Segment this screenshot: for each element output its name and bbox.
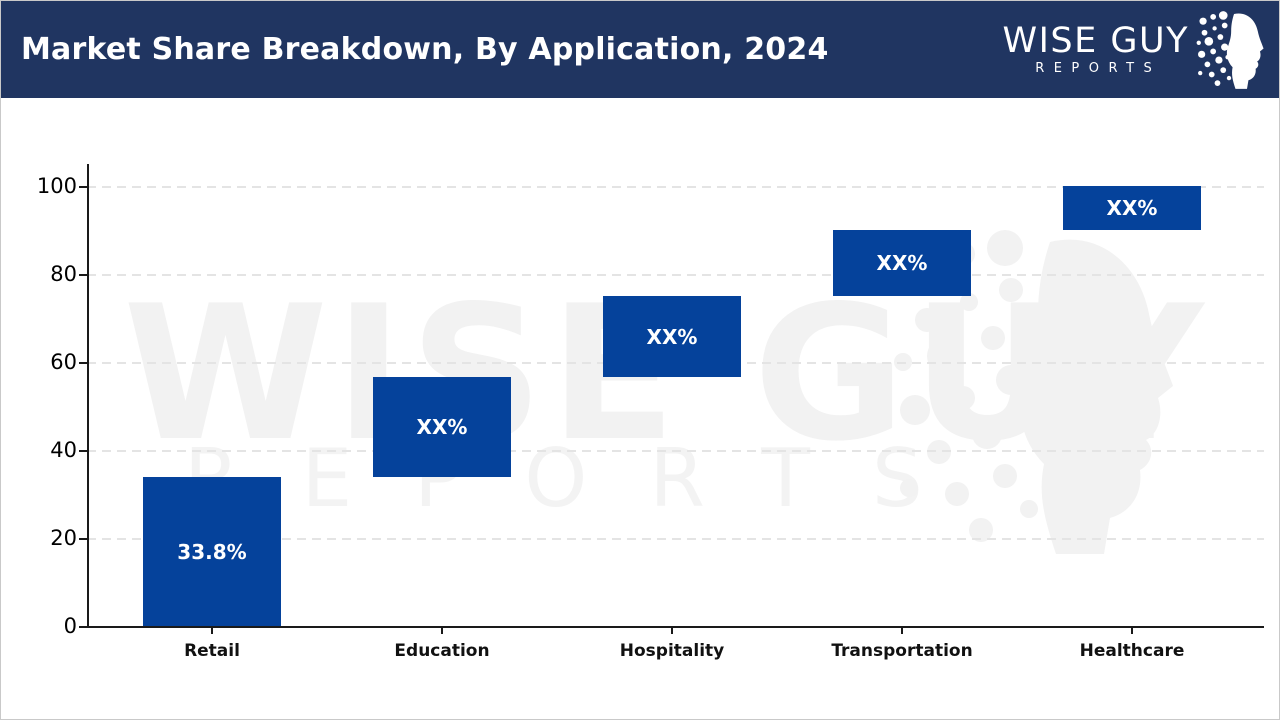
bar-education: XX% <box>373 377 511 478</box>
x-axis-line <box>87 626 1264 628</box>
bar-healthcare: XX% <box>1063 186 1201 230</box>
y-axis-line <box>87 164 89 628</box>
gridline <box>87 450 1264 452</box>
bar-value-label: XX% <box>1106 196 1158 220</box>
bar-value-label: XX% <box>876 251 928 275</box>
x-category-label: Education <box>394 641 490 661</box>
wiseguy-logo: WISE GUY REPORTS <box>1002 9 1265 91</box>
x-tick-mark <box>901 628 903 634</box>
y-tick-mark <box>79 274 87 276</box>
logo-subtitle: REPORTS <box>1035 60 1162 76</box>
x-category-label: Hospitality <box>619 641 725 661</box>
gridline <box>87 186 1264 188</box>
bar-value-label: 33.8% <box>177 539 247 564</box>
y-tick-label: 40 <box>50 438 77 462</box>
bar-value-label: XX% <box>416 415 468 440</box>
x-tick-mark <box>211 628 213 634</box>
bar-value-label: XX% <box>646 324 698 349</box>
y-tick-mark <box>79 450 87 452</box>
gridline <box>87 538 1264 540</box>
gridline <box>87 274 1264 276</box>
x-category-label: Retail <box>184 641 240 661</box>
bar-retail: 33.8% <box>143 477 281 626</box>
y-tick-label: 0 <box>63 614 77 638</box>
bar-transportation: XX% <box>833 230 971 296</box>
logo-text: WISE GUY REPORTS <box>1002 23 1189 76</box>
y-tick-label: 80 <box>50 262 77 286</box>
y-tick-mark <box>79 626 87 628</box>
logo-wordmark: WISE GUY <box>1002 21 1189 62</box>
y-tick-mark <box>79 186 87 188</box>
x-tick-mark <box>441 628 443 634</box>
x-tick-mark <box>671 628 673 634</box>
y-tick-mark <box>79 538 87 540</box>
y-tick-label: 60 <box>50 350 77 374</box>
header: Market Share Breakdown, By Application, … <box>1 1 1279 98</box>
bar-hospitality: XX% <box>603 296 741 378</box>
page-title: Market Share Breakdown, By Application, … <box>21 32 829 67</box>
x-category-label: Transportation <box>831 641 973 661</box>
y-tick-mark <box>79 362 87 364</box>
y-tick-label: 20 <box>50 526 77 550</box>
x-category-label: Healthcare <box>1079 641 1185 661</box>
y-tick-label: 100 <box>36 174 77 198</box>
x-tick-mark <box>1131 628 1133 634</box>
